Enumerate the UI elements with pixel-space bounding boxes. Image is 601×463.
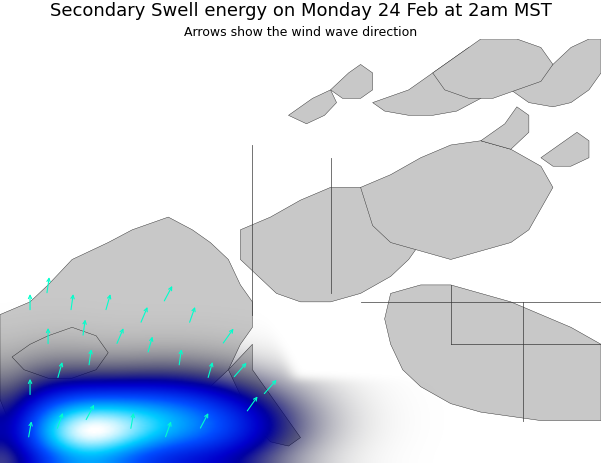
Polygon shape	[481, 107, 529, 150]
Polygon shape	[0, 218, 252, 455]
Polygon shape	[373, 48, 493, 116]
Polygon shape	[331, 65, 373, 99]
Polygon shape	[511, 40, 601, 107]
Polygon shape	[240, 188, 421, 302]
Polygon shape	[541, 133, 589, 167]
Polygon shape	[433, 40, 553, 99]
Polygon shape	[288, 91, 337, 125]
Text: Secondary Swell energy on Monday 24 Feb at 2am MST: Secondary Swell energy on Monday 24 Feb …	[49, 2, 552, 20]
Polygon shape	[385, 285, 601, 421]
Text: Arrows show the wind wave direction: Arrows show the wind wave direction	[184, 25, 417, 38]
Polygon shape	[361, 142, 553, 260]
Polygon shape	[12, 328, 108, 378]
Polygon shape	[228, 344, 300, 446]
